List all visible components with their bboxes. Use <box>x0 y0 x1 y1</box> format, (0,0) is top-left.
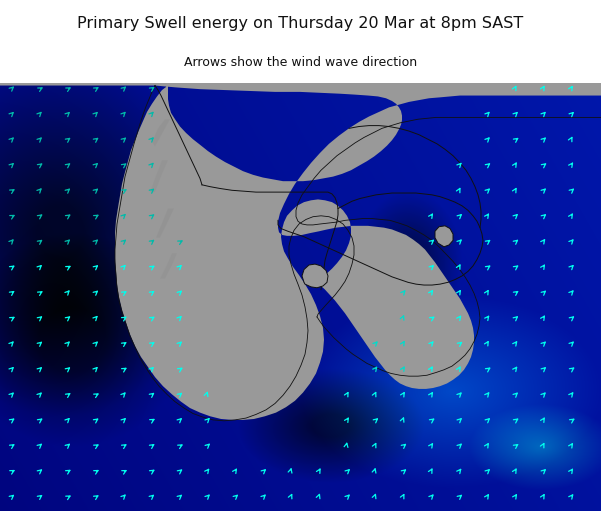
Polygon shape <box>150 160 168 192</box>
Polygon shape <box>302 264 328 288</box>
Text: Arrows show the wind wave direction: Arrows show the wind wave direction <box>184 56 417 68</box>
Polygon shape <box>156 208 174 238</box>
Polygon shape <box>0 83 601 420</box>
Polygon shape <box>152 119 170 147</box>
Polygon shape <box>435 226 453 247</box>
Text: Primary Swell energy on Thursday 20 Mar at 8pm SAST: Primary Swell energy on Thursday 20 Mar … <box>78 16 523 31</box>
Polygon shape <box>160 253 177 278</box>
